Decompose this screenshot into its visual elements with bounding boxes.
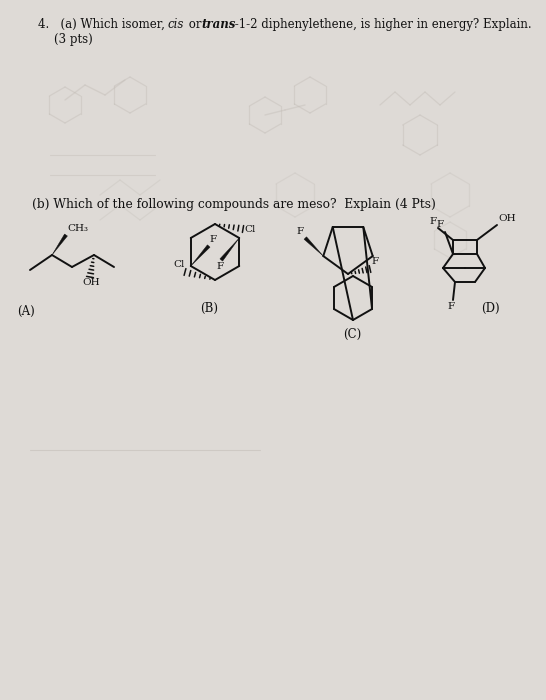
Text: F: F	[296, 227, 304, 236]
Text: F: F	[210, 235, 217, 244]
Text: F: F	[436, 220, 443, 229]
Text: F: F	[371, 257, 378, 266]
Text: 4.   (a) Which isomer,: 4. (a) Which isomer,	[38, 18, 169, 31]
Polygon shape	[52, 234, 68, 255]
Text: OH: OH	[82, 278, 99, 287]
Text: (b) Which of the following compounds are meso?  Explain (4 Pts): (b) Which of the following compounds are…	[32, 198, 436, 211]
Text: F: F	[447, 302, 454, 311]
Text: (A): (A)	[17, 305, 35, 318]
Text: Cl: Cl	[244, 225, 256, 234]
Text: Cl: Cl	[173, 260, 185, 269]
Text: cis: cis	[168, 18, 185, 31]
Polygon shape	[191, 245, 210, 266]
Polygon shape	[220, 238, 239, 261]
Text: (D): (D)	[481, 302, 500, 315]
Text: (3 pts): (3 pts)	[54, 33, 93, 46]
Text: -1-2 diphenylethene, is higher in energy? Explain.: -1-2 diphenylethene, is higher in energy…	[231, 18, 532, 31]
Text: (B): (B)	[200, 302, 218, 315]
Text: F: F	[216, 262, 223, 271]
Text: OH: OH	[498, 214, 515, 223]
Text: CH₃: CH₃	[67, 224, 88, 233]
Polygon shape	[304, 237, 323, 256]
Text: (C): (C)	[343, 328, 361, 341]
Text: trans: trans	[201, 18, 235, 31]
Text: F: F	[429, 217, 436, 226]
Text: or: or	[185, 18, 205, 31]
